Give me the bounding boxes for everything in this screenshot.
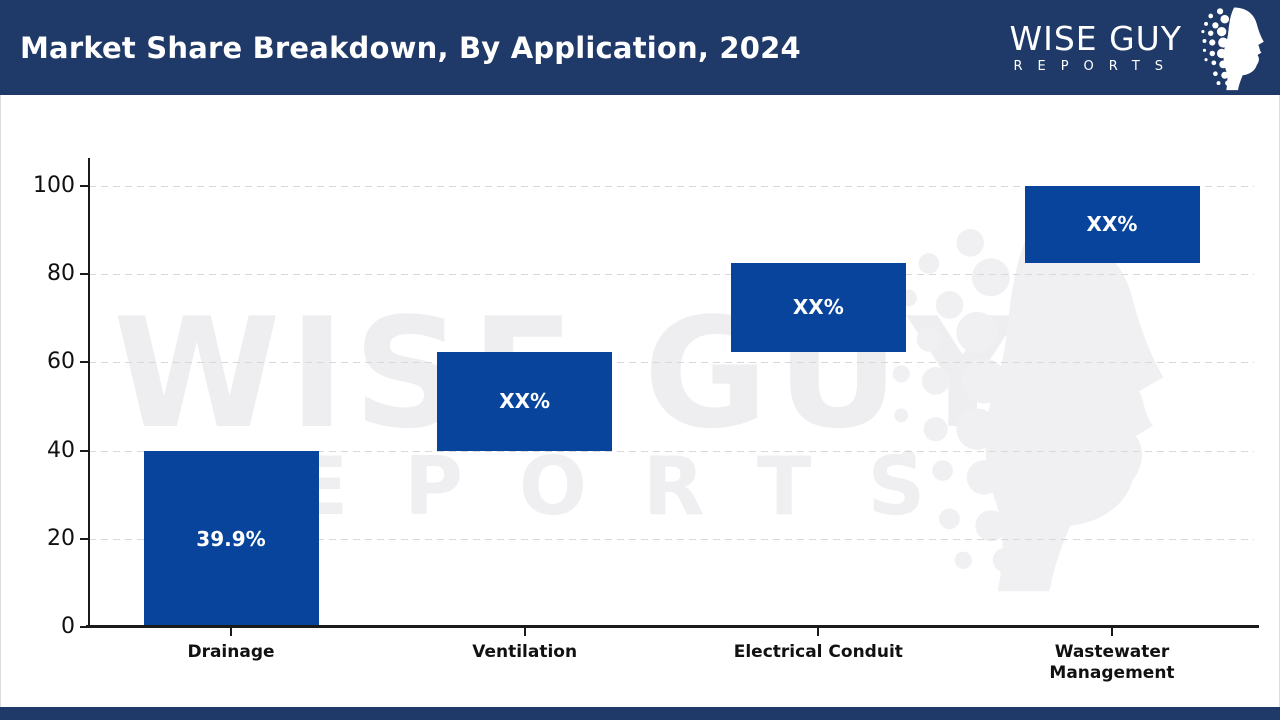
y-axis-tick xyxy=(80,185,89,187)
footer-bar xyxy=(0,707,1280,720)
gridline xyxy=(89,186,1254,187)
y-axis-tick-label: 0 xyxy=(61,614,75,639)
y-axis-line xyxy=(88,158,90,628)
brand-name: WISE GUY xyxy=(1009,18,1182,58)
y-axis-tick xyxy=(80,361,89,364)
x-axis-category-label: Electrical Conduit xyxy=(733,642,903,662)
x-axis-tick xyxy=(1111,628,1113,636)
gridline xyxy=(89,450,1254,452)
x-axis-tick xyxy=(230,628,232,636)
y-axis-tick-label: 20 xyxy=(47,525,75,551)
bar-segment: XX% xyxy=(437,351,613,452)
x-axis-tick xyxy=(523,628,526,636)
gridline xyxy=(89,274,1254,276)
bar-value-label: XX% xyxy=(792,295,844,320)
y-axis-tick-label: 60 xyxy=(47,349,75,375)
bar-segment: XX% xyxy=(730,262,906,352)
brand-face-icon xyxy=(1201,6,1264,90)
x-axis-category-label: Drainage xyxy=(187,642,275,662)
bar-segment: 39.9% xyxy=(143,451,319,627)
bar-value-label: XX% xyxy=(1086,212,1138,237)
brand-subtitle: REPORTS xyxy=(1013,58,1179,74)
y-axis-tick-label: 40 xyxy=(47,437,75,463)
brand-text: WISE GUY REPORTS xyxy=(1009,22,1182,74)
chart-area: WISE GUY REPORTS 39.9% XX% XX% XX% 0 20 xyxy=(0,95,1280,707)
gridline xyxy=(89,538,1254,540)
bar-value-label: XX% xyxy=(499,389,551,414)
bar-value-label: 39.9% xyxy=(196,527,266,552)
chart-title: Market Share Breakdown, By Application, … xyxy=(20,30,801,65)
y-axis-tick-label: 80 xyxy=(47,261,75,287)
bar-segment: XX% xyxy=(1024,186,1200,263)
x-axis-tick xyxy=(817,628,820,636)
y-axis-tick xyxy=(80,273,89,276)
x-axis-line xyxy=(86,625,1259,628)
x-axis-category-label: Wastewater Management xyxy=(1049,642,1175,684)
y-axis-tick-label: 100 xyxy=(33,173,75,198)
plot-area: 39.9% XX% XX% XX% xyxy=(89,186,1254,627)
y-axis-tick xyxy=(80,626,89,628)
gridline xyxy=(89,362,1254,364)
y-axis-tick xyxy=(80,537,89,540)
brand-logo: WISE GUY REPORTS xyxy=(1009,0,1270,95)
y-axis-tick xyxy=(80,449,89,452)
header-bar: Market Share Breakdown, By Application, … xyxy=(0,0,1280,95)
x-axis-category-label: Ventilation xyxy=(472,642,578,662)
